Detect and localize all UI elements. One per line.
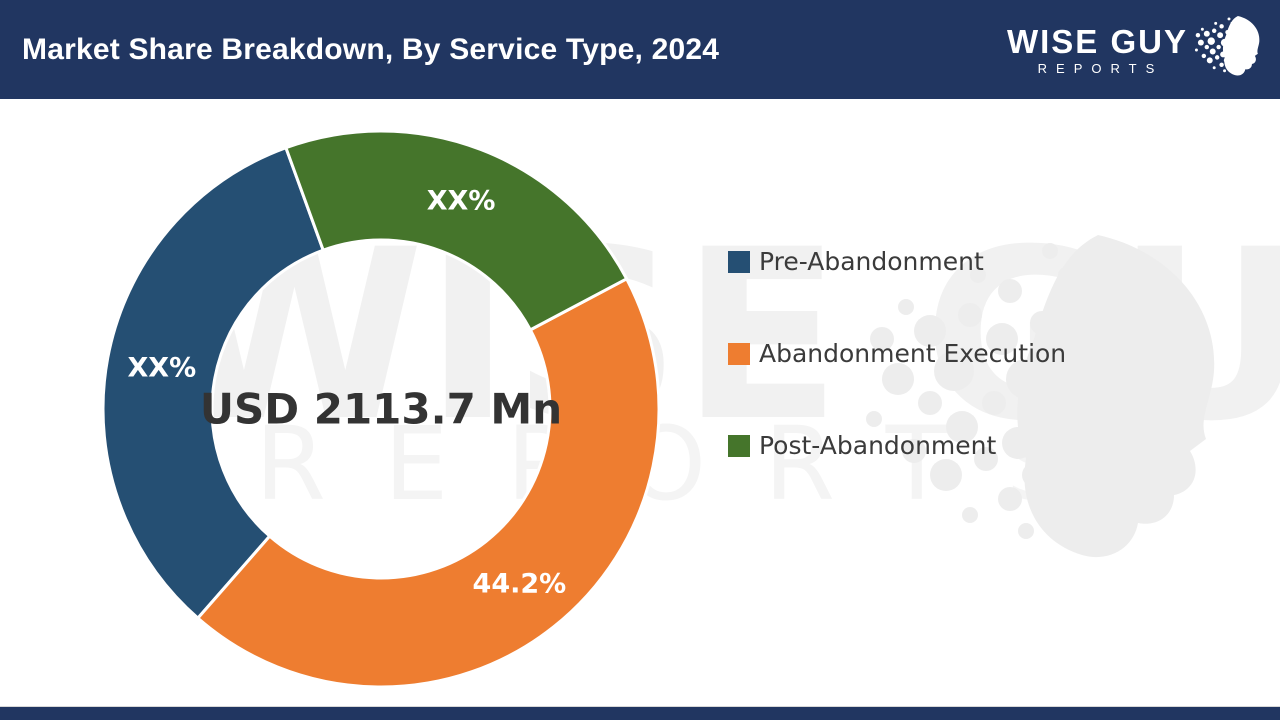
segment-value-label: XX% (427, 185, 496, 216)
pie-segment-pre-abandonment (101, 146, 325, 620)
face-logo-icon (1192, 9, 1266, 91)
segment-value-label: 44.2% (473, 568, 567, 599)
pie-segment-abandonment-execution (196, 277, 661, 689)
segment-value-label: XX% (127, 352, 196, 383)
legend-label: Abandonment Execution (759, 339, 1067, 368)
chart-legend: Pre-Abandonment Abandonment Execution Po… (728, 249, 1066, 458)
legend-label: Post-Abandonment (759, 431, 997, 460)
legend-swatch (728, 250, 750, 273)
donut-chart: XX% 44.2% XX% USD 2113.7 Mn (101, 129, 661, 689)
brand-subname: REPORTS (1037, 60, 1164, 76)
chart-area: WISE GUY REPORTS XX%44.2%XX% USD 2113.7 … (0, 99, 1280, 707)
chart-center-value: USD 2113.7 Mn (200, 385, 562, 434)
page-title: Market Share Breakdown, By Service Type,… (22, 32, 720, 66)
legend-item-abandonment-execution: Abandonment Execution (728, 341, 1066, 366)
footer-bar (0, 706, 1280, 720)
legend-label: Pre-Abandonment (759, 247, 984, 276)
legend-swatch (728, 434, 750, 457)
header-bar: Market Share Breakdown, By Service Type,… (0, 0, 1280, 99)
brand-name: WISE GUY (1006, 22, 1188, 60)
pie-segment-post-abandonment (284, 129, 629, 332)
legend-item-post-abandonment: Post-Abandonment (728, 433, 1066, 458)
brand-logo: WISE GUY REPORTS (1007, 9, 1280, 91)
legend-swatch (728, 342, 750, 365)
legend-item-pre-abandonment: Pre-Abandonment (728, 249, 1066, 274)
